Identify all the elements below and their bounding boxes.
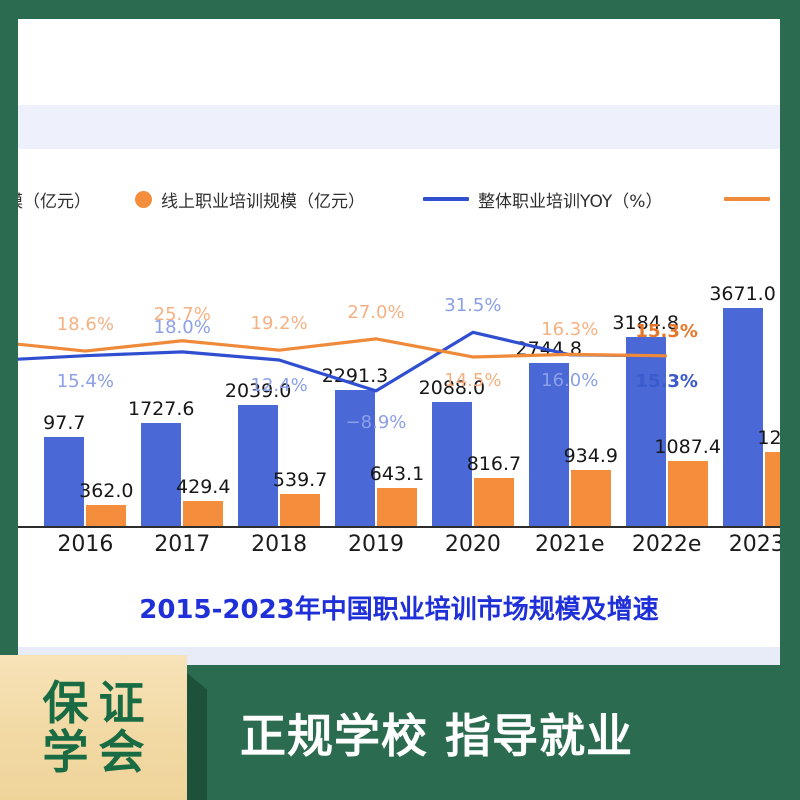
legend-label-online-yoy: 线上职业	[779, 187, 780, 212]
line-point-label: −8.9%	[345, 411, 407, 433]
line-point-label: 15.3%	[635, 370, 698, 392]
bar-group: 2291.3 643.1	[322, 228, 424, 526]
line-point-label: 19.2%	[250, 313, 308, 335]
legend-item-online-scale[interactable]: 线上职业培训规模（亿元）	[135, 187, 365, 212]
line-point-label: 12.4%	[250, 375, 308, 397]
x-axis-line	[18, 526, 780, 528]
bar-column: 3671.0 1253.	[709, 228, 780, 526]
bar-column: 97.7 362.0	[37, 228, 134, 526]
bar-value-label: 539.7	[272, 468, 328, 491]
bar-blue[interactable]: 3184.8	[612, 312, 679, 526]
dot-icon-orange	[135, 190, 152, 208]
guarantee-badge: 保证 学会	[0, 655, 187, 800]
chart-legend: 培训规模（亿元） 线上职业培训规模（亿元） 整体职业培训YOY（%） 线上职业	[18, 186, 780, 212]
bottom-banner: 保证 学会 正规学校 指导就业	[0, 655, 800, 800]
bar-value-label: 3671.0	[709, 283, 776, 305]
line-icon-blue	[423, 197, 469, 201]
badge-shadow	[187, 673, 207, 800]
chart-title: 2015-2023年中国职业培训市场规模及增速	[139, 595, 659, 625]
x-axis-tick: 2022e	[631, 532, 702, 557]
bar-column	[18, 228, 37, 526]
bar-group	[18, 228, 30, 526]
legend-item-overall-yoy[interactable]: 整体职业培训YOY（%）	[423, 187, 662, 212]
bar-blue[interactable]: 3671.0	[709, 283, 776, 526]
x-axis-ticks: 2015 2016 2017 2018 2019 2020 2021e 2022e 2023e	[18, 532, 780, 566]
bar-value-label: 2291.3	[321, 364, 389, 387]
x-axis-tick: 2019	[348, 532, 404, 557]
x-axis-tick: 2023e	[728, 532, 780, 557]
badge-line-1: 保证	[42, 675, 155, 730]
bar-value-label: 816.7	[466, 452, 522, 475]
bar-group: 1727.6 429.4	[128, 228, 230, 526]
legend-label-overall-scale: 培训规模（亿元）	[18, 191, 91, 212]
line-point-label: 25.7%	[153, 303, 211, 325]
bar-value-label: 97.7	[43, 412, 86, 435]
line-point-label: 14.5%	[444, 369, 502, 391]
chart-figure: 培训规模（亿元） 线上职业培训规模（亿元） 整体职业培训YOY（%） 线上职业 …	[18, 170, 780, 570]
line-point-label: 18.6%	[56, 314, 114, 336]
bar-blue[interactable]: 1727.6	[128, 398, 194, 526]
x-axis-tick: 2015	[18, 532, 37, 566]
bar-value-label: 1087.4	[654, 436, 721, 459]
bar-orange[interactable]: 1253.	[757, 427, 780, 526]
bar-orange[interactable]: 539.7	[273, 469, 327, 526]
banner-slogan: 正规学校 指导就业	[240, 708, 634, 763]
x-axis-tick: 2018	[251, 532, 308, 557]
bar-orange[interactable]: 816.7	[467, 453, 521, 526]
bar-value-label: 1253.	[757, 426, 780, 449]
legend-label-online-scale: 线上职业培训规模（亿元）	[161, 191, 365, 212]
bar-blue[interactable]: 2291.3	[322, 365, 388, 526]
line-icon-orange	[724, 197, 771, 201]
bar-value-label: 1727.6	[127, 398, 195, 421]
line-point-label: 18.0%	[153, 316, 211, 338]
badge-line-2: 学会	[42, 724, 155, 779]
bar-value-label: 429.4	[176, 475, 231, 498]
bar-value-label: 643.1	[369, 462, 425, 485]
x-axis-tick: 2016	[57, 532, 114, 557]
chart-inner: 培训规模（亿元） 线上职业培训规模（亿元） 整体职业培训YOY（%） 线上职业 …	[18, 170, 780, 570]
bar-column: 2291.3 643.1	[322, 228, 425, 526]
line-point-label: 16.3%	[541, 319, 599, 341]
bar-orange[interactable]: 1087.4	[654, 436, 721, 526]
header-band	[18, 105, 780, 149]
footer-band	[18, 647, 780, 665]
bar-blue[interactable]: 2039.0	[225, 380, 291, 526]
bar-value-label: 3184.8	[612, 311, 679, 334]
x-axis-tick: 2017	[154, 532, 211, 557]
legend-item-overall-scale[interactable]: 培训规模（亿元）	[18, 187, 91, 212]
line-point-label: 15.3%	[635, 320, 698, 342]
plot-area: 97.7 362.0 1727.6 429.4 2039.0 539.7 2291.3 643…	[18, 228, 780, 528]
bar-value-label: 362.0	[79, 479, 134, 502]
bar-group: 97.7 362.0	[43, 228, 134, 526]
bar-blue[interactable]: 97.7	[43, 412, 85, 526]
line-point-label: 15.4%	[56, 370, 114, 392]
bar-value-label: 2744.8	[515, 338, 583, 361]
bar-column: 1727.6 429.4	[128, 228, 231, 526]
x-axis-tick: 2020	[444, 532, 501, 557]
legend-label-overall-yoy: 整体职业培训YOY（%）	[478, 191, 663, 212]
legend-item-online-yoy[interactable]: 线上职业	[724, 187, 780, 212]
line-point-label: 16.0%	[541, 369, 599, 391]
line-point-label: 31.5%	[444, 295, 502, 317]
bar-orange[interactable]: 934.9	[564, 445, 618, 526]
line-point-label: 27.0%	[347, 301, 405, 323]
x-axis-tick: 2021e	[535, 532, 605, 557]
bar-orange[interactable]: 362.0	[79, 480, 134, 526]
bar-group: 3671.0 1253.	[709, 228, 780, 526]
bar-orange[interactable]: 643.1	[370, 463, 424, 526]
bar-orange[interactable]: 429.4	[176, 476, 230, 526]
bar-value-label: 934.9	[563, 445, 618, 468]
